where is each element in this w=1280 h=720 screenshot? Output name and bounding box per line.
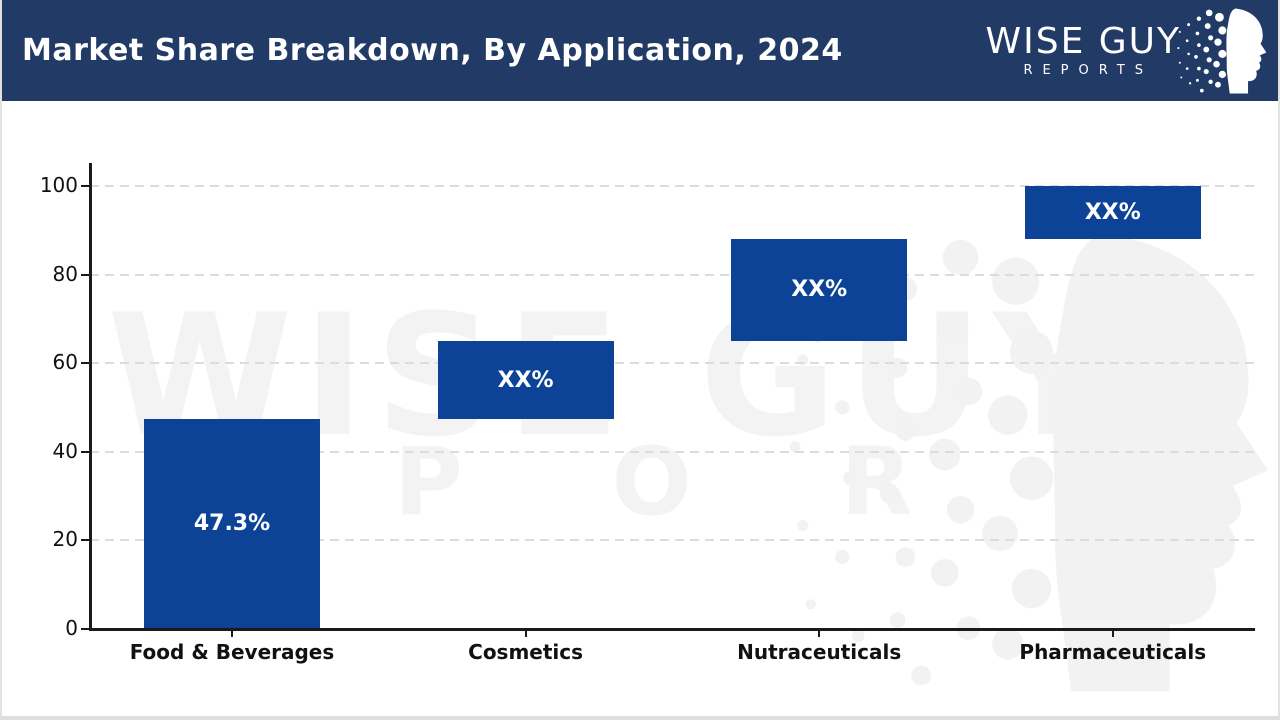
x-axis-line bbox=[89, 627, 1255, 631]
x-axis-tick bbox=[231, 630, 233, 637]
gridline bbox=[90, 539, 1255, 541]
y-axis-tick bbox=[81, 185, 90, 187]
bar-segment: XX% bbox=[731, 239, 908, 341]
x-axis-tick bbox=[524, 630, 527, 637]
gridline bbox=[90, 185, 1255, 187]
gridline bbox=[90, 273, 1255, 276]
x-axis-category-label: Cosmetics bbox=[468, 639, 584, 664]
y-axis-tick-label: 20 bbox=[52, 527, 78, 551]
bar-value-label: XX% bbox=[791, 277, 848, 303]
page-title: Market Share Breakdown, By Application, … bbox=[22, 33, 843, 68]
brand-name: WISE GUY bbox=[985, 20, 1181, 62]
brand-logo: WISE GUY REPORTS bbox=[986, 5, 1269, 97]
x-axis-category-label: Food & Beverages bbox=[129, 639, 335, 664]
bar-value-label: 47.3% bbox=[193, 511, 271, 537]
y-axis-tick bbox=[81, 627, 90, 630]
x-axis-tick bbox=[1111, 630, 1114, 637]
gridline bbox=[90, 450, 1255, 453]
y-axis-tick bbox=[81, 273, 90, 276]
brand-subname: REPORTS bbox=[1023, 62, 1154, 78]
bar-value-label: XX% bbox=[1084, 200, 1141, 226]
y-axis-tick bbox=[81, 450, 90, 453]
gridline bbox=[90, 362, 1255, 364]
x-axis-category-label: Pharmaceuticals bbox=[1019, 639, 1207, 664]
x-axis-category-label: Nutraceuticals bbox=[737, 639, 902, 664]
brand-logo-text: WISE GUY REPORTS bbox=[985, 20, 1182, 78]
y-axis-tick-label: 40 bbox=[52, 438, 78, 463]
y-axis-tick-label: 60 bbox=[52, 350, 78, 374]
y-axis-tick-label: 80 bbox=[52, 261, 78, 286]
y-axis-tick bbox=[81, 539, 90, 541]
bar-value-label: XX% bbox=[497, 367, 554, 393]
y-axis-tick-label: 0 bbox=[65, 615, 78, 640]
x-axis-tick bbox=[818, 630, 821, 637]
bar-segment: XX% bbox=[437, 340, 614, 420]
bar-segment: XX% bbox=[1024, 186, 1201, 240]
y-axis-tick bbox=[81, 362, 90, 364]
y-axis-tick-label: 100 bbox=[39, 173, 78, 197]
bar-segment: 47.3% bbox=[144, 419, 320, 629]
header-bar: Market Share Breakdown, By Application, … bbox=[2, 0, 1278, 101]
y-axis-line bbox=[89, 163, 92, 631]
